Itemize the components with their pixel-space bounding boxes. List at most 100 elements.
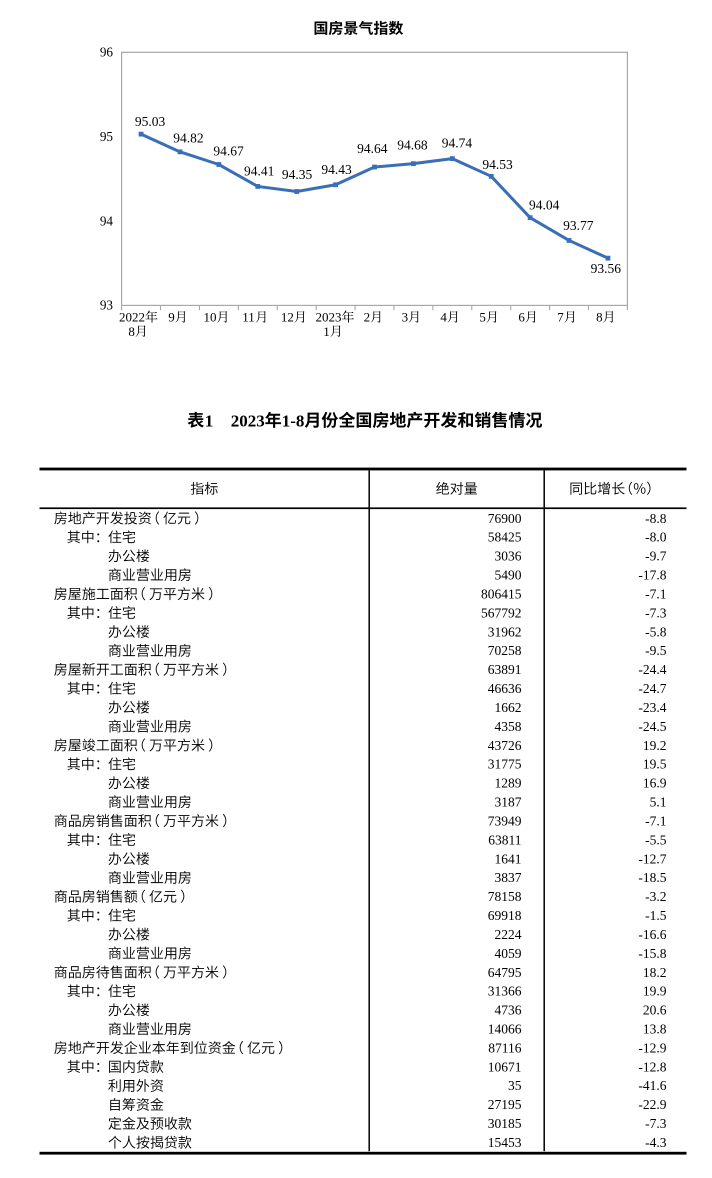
svg-text:-24.5: -24.5 [638, 719, 666, 734]
svg-text:-3.2: -3.2 [645, 889, 666, 904]
svg-text:567792: 567792 [481, 605, 522, 620]
svg-text:19.9: 19.9 [643, 984, 667, 999]
svg-text:-5.8: -5.8 [645, 624, 667, 639]
svg-text:76900: 76900 [488, 511, 522, 526]
svg-text:-1.5: -1.5 [645, 908, 667, 923]
svg-text:94.67: 94.67 [213, 144, 244, 159]
svg-text:806415: 806415 [481, 587, 522, 602]
svg-text:-8.8: -8.8 [645, 511, 667, 526]
svg-text:43726: 43726 [488, 738, 522, 753]
svg-text:-8.0: -8.0 [645, 530, 667, 545]
svg-text:93.56: 93.56 [591, 261, 622, 276]
svg-text:95: 95 [100, 129, 114, 144]
svg-text:-12.7: -12.7 [638, 851, 666, 866]
svg-text:10: 10 [204, 310, 217, 325]
svg-text:18.2: 18.2 [643, 965, 667, 980]
svg-text:94.53: 94.53 [482, 157, 513, 172]
svg-text:-23.4: -23.4 [638, 700, 666, 715]
svg-text:-4.3: -4.3 [645, 1135, 667, 1150]
svg-text:73949: 73949 [488, 813, 522, 828]
svg-text:1-8: 1-8 [282, 411, 305, 430]
svg-text:94.41: 94.41 [244, 164, 274, 179]
svg-text:93: 93 [100, 298, 114, 313]
svg-text:10671: 10671 [488, 1059, 522, 1074]
svg-text:15453: 15453 [488, 1135, 522, 1150]
svg-text:1: 1 [205, 411, 214, 430]
svg-text:94.74: 94.74 [442, 136, 473, 151]
svg-text:2023: 2023 [231, 411, 265, 430]
svg-text:-24.7: -24.7 [638, 681, 666, 696]
svg-text:20.6: 20.6 [643, 1003, 667, 1018]
svg-text:4059: 4059 [495, 946, 522, 961]
svg-text:2022: 2022 [119, 310, 145, 325]
svg-text:-7.1: -7.1 [645, 813, 666, 828]
svg-text:1: 1 [323, 324, 330, 339]
svg-text:3: 3 [402, 310, 409, 325]
svg-text:3187: 3187 [495, 795, 522, 810]
svg-text:12: 12 [281, 310, 294, 325]
svg-text:-15.8: -15.8 [638, 946, 666, 961]
svg-text:16.9: 16.9 [643, 776, 667, 791]
svg-text:-41.6: -41.6 [638, 1078, 666, 1093]
svg-text:93.77: 93.77 [563, 218, 594, 233]
svg-text:6: 6 [518, 310, 525, 325]
svg-text:2: 2 [364, 310, 371, 325]
svg-text:-12.8: -12.8 [638, 1059, 666, 1074]
svg-text:96: 96 [100, 45, 114, 60]
svg-text:94.43: 94.43 [321, 162, 352, 177]
svg-text:14066: 14066 [488, 1022, 522, 1037]
svg-text:11: 11 [242, 310, 255, 325]
svg-text:-17.8: -17.8 [638, 568, 666, 583]
svg-text:69918: 69918 [488, 908, 522, 923]
svg-text:78158: 78158 [488, 889, 522, 904]
svg-text:7: 7 [557, 310, 564, 325]
svg-text:95.03: 95.03 [135, 114, 166, 129]
svg-text:4: 4 [440, 310, 447, 325]
svg-text:63891: 63891 [488, 662, 522, 677]
svg-text:94.68: 94.68 [397, 138, 428, 153]
svg-text:-24.4: -24.4 [638, 662, 666, 677]
svg-text:4736: 4736 [495, 1003, 522, 1018]
svg-text:-7.3: -7.3 [645, 1116, 667, 1131]
svg-text:94.64: 94.64 [357, 141, 388, 156]
svg-text:-22.9: -22.9 [638, 1097, 666, 1112]
svg-text:87116: 87116 [488, 1040, 521, 1055]
svg-text:1641: 1641 [495, 851, 522, 866]
svg-text:1662: 1662 [495, 700, 522, 715]
svg-text:2224: 2224 [495, 927, 522, 942]
svg-text:8: 8 [128, 324, 135, 339]
svg-text:3837: 3837 [495, 870, 522, 885]
svg-text:3036: 3036 [495, 549, 522, 564]
svg-text:35: 35 [508, 1078, 522, 1093]
svg-text:-12.9: -12.9 [638, 1040, 666, 1055]
svg-text:5490: 5490 [495, 568, 522, 583]
svg-text:58425: 58425 [488, 530, 522, 545]
svg-text:31775: 31775 [488, 757, 522, 772]
svg-text:27195: 27195 [488, 1097, 522, 1112]
svg-text:63811: 63811 [488, 832, 521, 847]
svg-text:94.82: 94.82 [173, 130, 203, 145]
svg-text:8: 8 [596, 310, 603, 325]
svg-text:31366: 31366 [488, 984, 522, 999]
svg-text:94: 94 [100, 213, 114, 228]
svg-text:-5.5: -5.5 [645, 832, 667, 847]
svg-text:-16.6: -16.6 [638, 927, 666, 942]
svg-text:-9.5: -9.5 [645, 643, 667, 658]
svg-text:9: 9 [168, 310, 175, 325]
svg-text:-7.3: -7.3 [645, 605, 667, 620]
svg-text:4358: 4358 [495, 719, 522, 734]
svg-text:5: 5 [479, 310, 486, 325]
svg-text:46636: 46636 [488, 681, 522, 696]
svg-text:70258: 70258 [488, 643, 522, 658]
svg-text:64795: 64795 [488, 965, 522, 980]
svg-text:-7.1: -7.1 [645, 587, 666, 602]
svg-text:31962: 31962 [488, 624, 522, 639]
svg-text:30185: 30185 [488, 1116, 522, 1131]
svg-text:13.8: 13.8 [643, 1022, 667, 1037]
svg-text:2023: 2023 [316, 310, 342, 325]
svg-text:-18.5: -18.5 [638, 870, 666, 885]
svg-text:19.2: 19.2 [643, 738, 667, 753]
svg-text:94.35: 94.35 [282, 167, 313, 182]
svg-text:1289: 1289 [495, 776, 522, 791]
svg-text:-9.7: -9.7 [645, 549, 667, 564]
